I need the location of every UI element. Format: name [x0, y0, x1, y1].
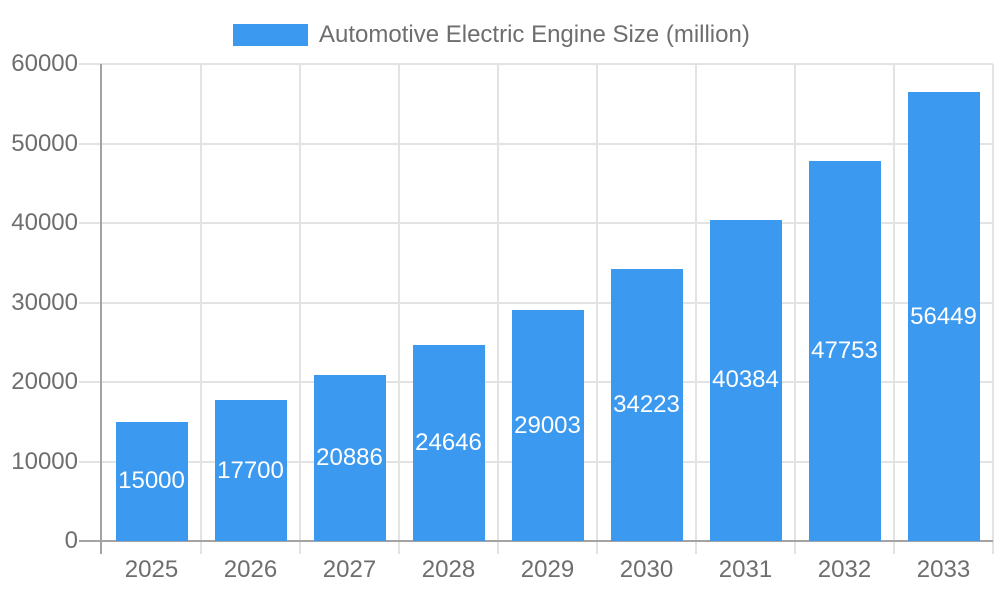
x-tick	[893, 541, 895, 554]
x-axis-label: 2026	[223, 556, 278, 583]
y-axis-label: 40000	[11, 209, 78, 236]
y-tick	[79, 63, 102, 65]
x-axis-label: 2028	[421, 556, 476, 583]
x-tick	[497, 541, 499, 554]
h-gridline	[102, 301, 993, 304]
chart-legend[interactable]: Automotive Electric Engine Size (million…	[233, 21, 750, 49]
bar-2032[interactable]	[808, 161, 881, 541]
bar-value-label: 17700	[217, 456, 284, 484]
bar-value-label: 15000	[118, 467, 185, 495]
bar-value-label: 40384	[712, 366, 779, 394]
h-gridline	[102, 222, 993, 224]
y-axis-label: 20000	[11, 368, 78, 395]
v-gridline	[398, 64, 400, 541]
bar-value-label: 20886	[316, 443, 383, 471]
v-gridline	[299, 64, 301, 541]
y-tick	[79, 381, 102, 383]
y-tick	[79, 460, 102, 463]
h-gridline	[102, 142, 993, 145]
y-axis-label: 50000	[11, 129, 78, 157]
v-gridline	[200, 64, 202, 541]
bar-2033[interactable]	[907, 92, 980, 541]
x-tick	[200, 541, 202, 554]
x-axis-label: 2031	[718, 556, 773, 583]
x-axis-label: 2033	[916, 556, 971, 583]
bar-value-label: 47753	[811, 337, 878, 365]
x-axis-label: 2029	[520, 556, 575, 583]
x-axis-label: 2027	[322, 556, 377, 583]
x-tick	[794, 541, 796, 554]
y-tick	[79, 301, 102, 304]
v-gridline	[497, 64, 499, 541]
x-axis-label: 2032	[817, 556, 872, 583]
v-gridline	[596, 64, 598, 541]
legend-swatch	[233, 24, 308, 46]
bar-2029[interactable]	[511, 310, 584, 541]
v-gridline	[695, 64, 697, 541]
x-tick	[398, 541, 400, 554]
bar-value-label: 56449	[910, 302, 977, 330]
bar-2026[interactable]	[214, 400, 287, 541]
y-axis-label: 30000	[11, 288, 78, 316]
y-axis-line	[100, 64, 102, 554]
h-gridline	[102, 63, 993, 65]
y-tick	[79, 142, 102, 145]
bar-2028[interactable]	[412, 345, 485, 541]
y-axis-label: 10000	[11, 447, 78, 475]
x-axis-label: 2030	[619, 556, 674, 583]
bar-value-label: 34223	[613, 390, 680, 418]
v-gridline	[794, 64, 796, 541]
bar-2025[interactable]	[115, 421, 188, 541]
x-axis-line	[79, 540, 993, 542]
x-tick	[299, 541, 301, 554]
y-axis-label: 60000	[11, 50, 78, 77]
bar-2031[interactable]	[709, 219, 782, 541]
x-axis-label: 2025	[124, 556, 179, 583]
x-tick	[695, 541, 697, 554]
x-tick	[992, 541, 994, 554]
bar-value-label: 29003	[514, 411, 581, 439]
bar-value-label: 24646	[415, 429, 482, 457]
bar-2030[interactable]	[610, 268, 683, 541]
y-axis-label: 0	[64, 527, 78, 554]
v-gridline	[893, 64, 895, 541]
legend-label: Automotive Electric Engine Size (million…	[319, 21, 750, 48]
x-tick	[596, 541, 598, 554]
y-tick	[79, 222, 102, 224]
v-gridline	[992, 64, 994, 541]
bar-2027[interactable]	[313, 374, 386, 541]
